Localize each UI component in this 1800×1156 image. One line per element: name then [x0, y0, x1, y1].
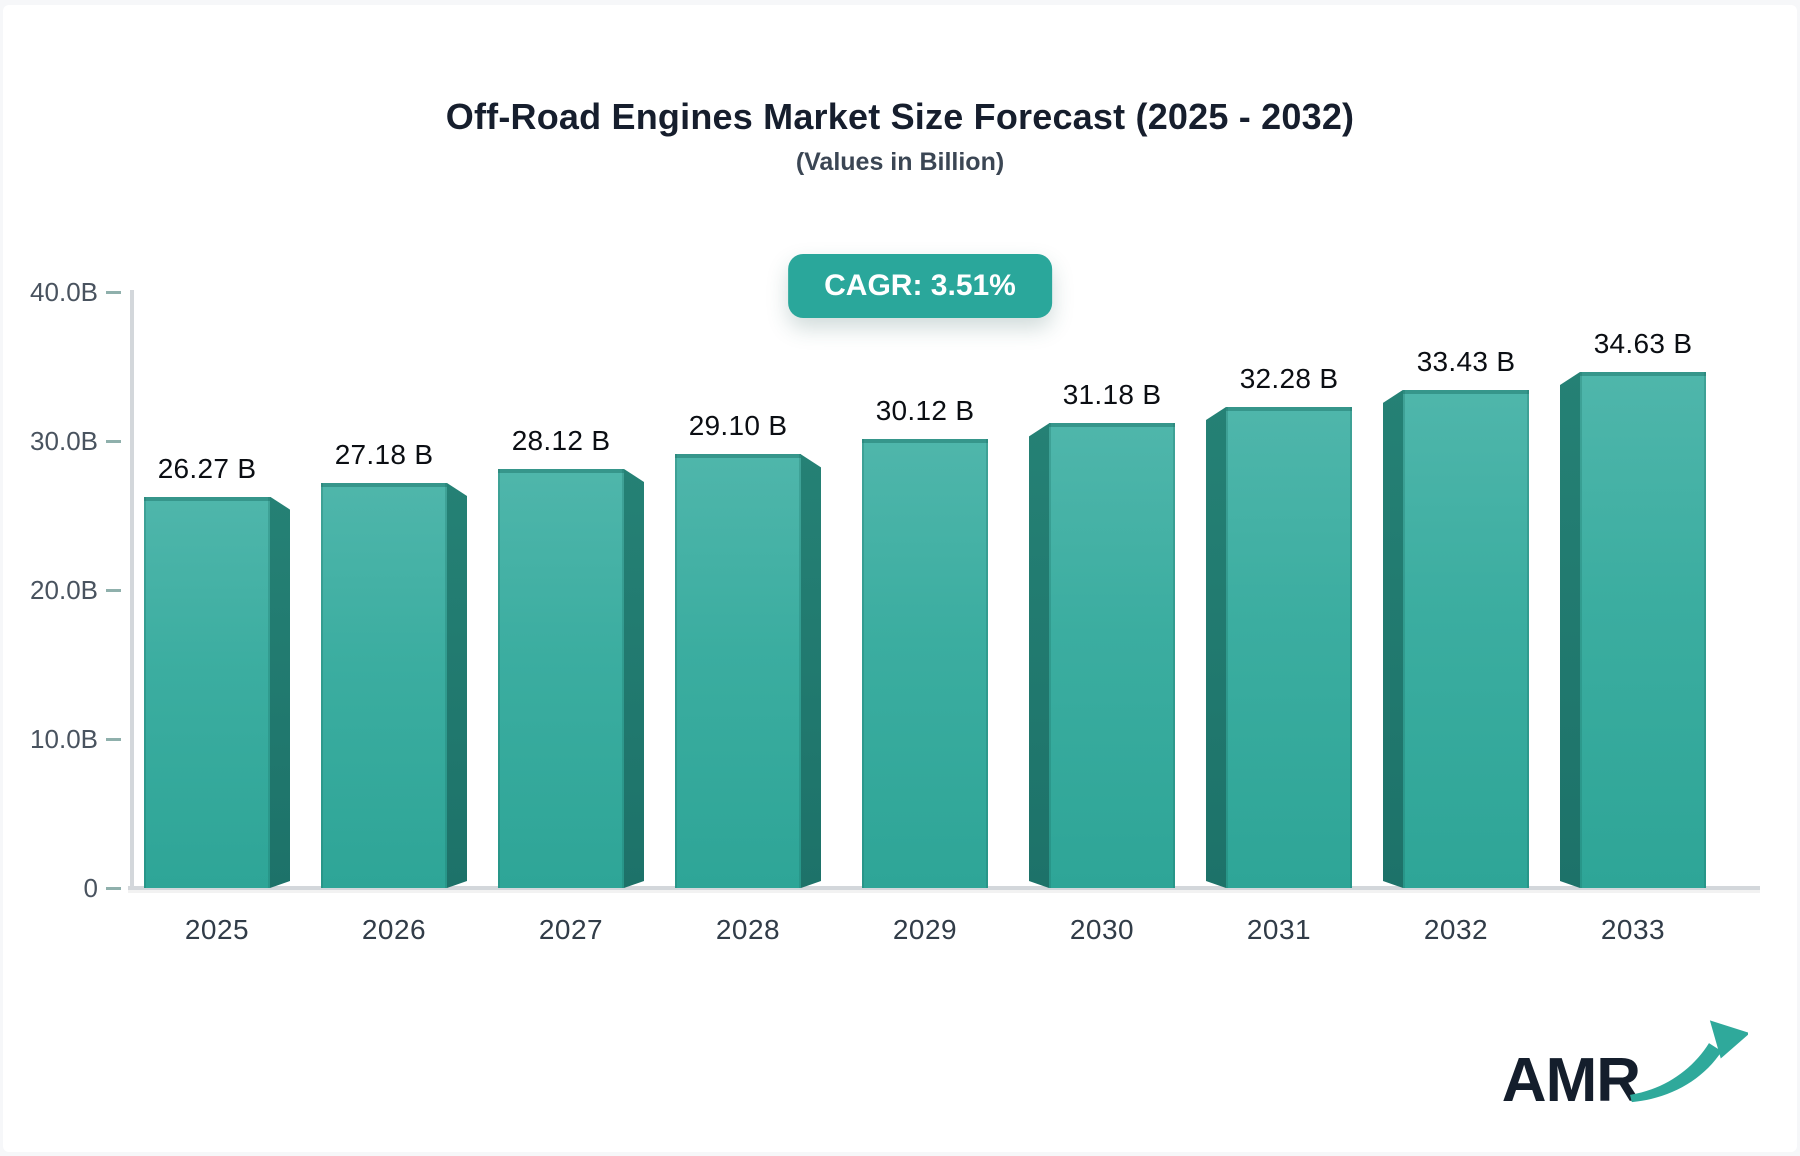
x-axis-baseline — [128, 886, 1760, 890]
bar-2030-3d-side — [1029, 423, 1049, 888]
bar-2028-3d-side — [801, 454, 821, 888]
x-tick-label: 2028 — [715, 914, 781, 945]
bar-2033 — [1580, 372, 1706, 888]
x-tick-label: 2031 — [1246, 914, 1312, 945]
y-tick-label: 30.0B — [30, 426, 98, 456]
bar-2026 — [321, 483, 447, 888]
y-tick-mark — [106, 738, 121, 741]
x-tick-label: 2029 — [892, 914, 958, 945]
bar-2033-3d-side — [1560, 372, 1580, 888]
bar-2025-3d-side — [270, 497, 290, 888]
bar-2026-3d-side — [447, 483, 467, 888]
bar-value-label: 26.27 B — [157, 452, 257, 484]
x-tick-label: 2025 — [184, 914, 250, 945]
y-tick-label: 20.0B — [30, 575, 98, 605]
x-tick-label: 2027 — [538, 914, 604, 945]
bar-2027-3d-side — [624, 469, 644, 888]
amr-logo-text: AMR — [1501, 1046, 1641, 1115]
bar-2031-3d-side — [1206, 407, 1226, 888]
bar-2031 — [1226, 407, 1352, 888]
bar-2032 — [1403, 389, 1529, 888]
y-tick-label: 0 — [83, 873, 98, 903]
bar-2032-3d-side — [1383, 390, 1403, 888]
x-tick-label: 2032 — [1423, 914, 1489, 945]
bar-value-label: 27.18 B — [334, 439, 434, 471]
bar-value-label: 30.12 B — [875, 395, 975, 427]
bar-value-label: 31.18 B — [1062, 379, 1162, 411]
y-tick-label: 40.0B — [30, 277, 98, 307]
y-tick-mark — [106, 887, 121, 890]
bar-value-label: 32.28 B — [1239, 363, 1339, 395]
x-tick-label: 2033 — [1600, 914, 1666, 945]
bar-2025 — [144, 496, 270, 888]
y-tick-label: 10.0B — [30, 724, 98, 754]
amr-logo: AMR — [1502, 1018, 1748, 1112]
y-tick-mark — [106, 291, 121, 294]
y-axis-line — [130, 290, 134, 888]
bar-2028 — [675, 454, 801, 888]
bar-value-label: 34.63 B — [1593, 328, 1693, 359]
x-tick-label: 2026 — [361, 914, 427, 945]
y-tick-mark — [106, 440, 121, 443]
chart-subtitle: (Values in Billion) — [795, 148, 1005, 176]
chart-title: Off-Road Engines Market Size Forecast (2… — [445, 96, 1355, 137]
bar-value-label: 29.10 B — [688, 410, 788, 442]
bar-2029 — [862, 439, 988, 888]
y-tick-mark — [106, 589, 121, 592]
bar-value-label: 33.43 B — [1416, 345, 1516, 377]
growth-arrow-icon — [1630, 1020, 1748, 1103]
x-tick-label: 2030 — [1069, 914, 1135, 945]
cagr-badge: CAGR: 3.51% — [788, 254, 1052, 318]
bar-value-label: 28.12 B — [511, 425, 611, 456]
bar-2030 — [1049, 423, 1175, 888]
bar-2027 — [498, 469, 624, 888]
